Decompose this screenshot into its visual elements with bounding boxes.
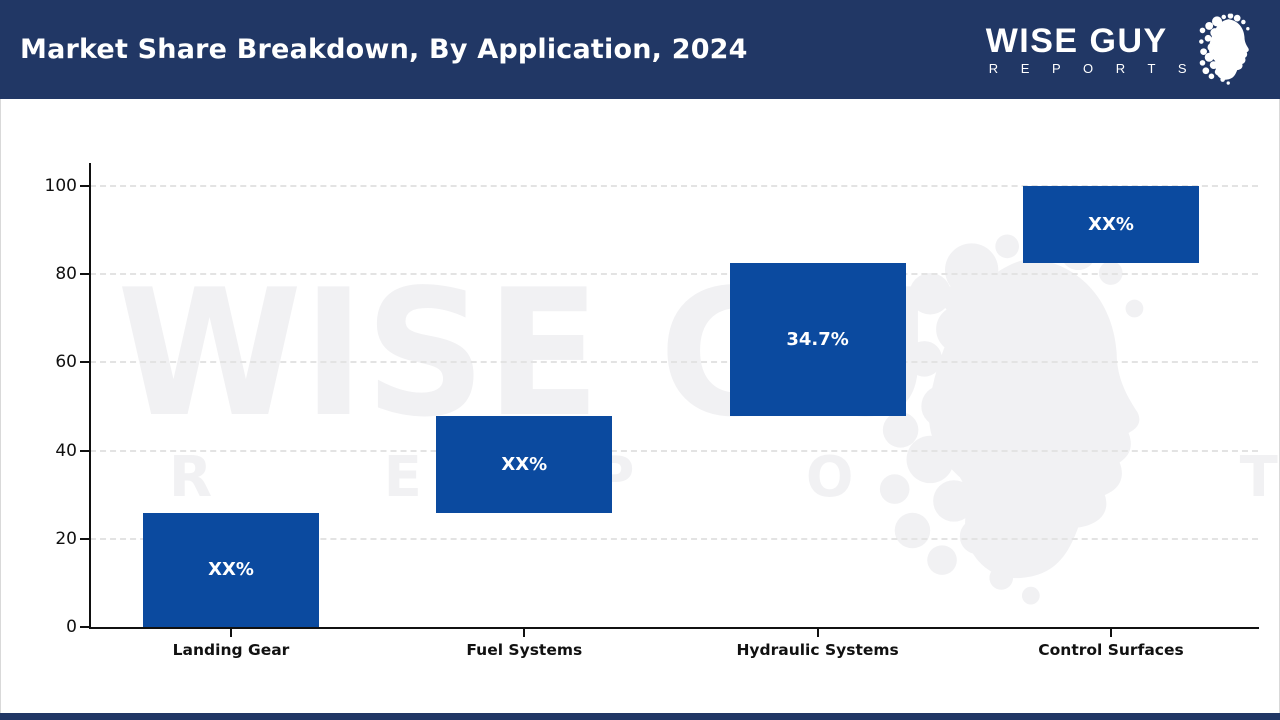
y-tick-label-40: 40 <box>55 440 77 461</box>
logo-text: WISE GUY R E P O R T S <box>986 24 1196 76</box>
chart-area: WISE GUY R E P O R T S 020406080100XX%La… <box>0 99 1280 713</box>
x-axis-spine <box>89 627 1259 629</box>
y-tick-60 <box>80 361 89 364</box>
footer-bar <box>0 713 1280 720</box>
y-tick-label-60: 60 <box>55 352 77 373</box>
y-tick-label-80: 80 <box>55 264 77 285</box>
x-tick-0 <box>230 629 232 637</box>
y-tick-20 <box>80 537 89 540</box>
gridline-20 <box>90 537 1258 540</box>
x-tick-2 <box>816 629 819 637</box>
watermark-head-icon <box>871 227 1167 615</box>
x-tick-label-2: Hydraulic Systems <box>736 641 899 659</box>
y-tick-80 <box>80 273 89 276</box>
bar-value-label: XX% <box>501 453 548 475</box>
wise-guy-logo: WISE GUY R E P O R T S <box>986 13 1254 87</box>
bar-fuel-systems: XX% <box>436 416 613 513</box>
x-tick-label-1: Fuel Systems <box>466 641 583 659</box>
y-tick-label-20: 20 <box>55 528 77 549</box>
x-tick-label-3: Control Surfaces <box>1038 641 1184 659</box>
gridline-60 <box>90 361 1258 364</box>
bar-landing-gear: XX% <box>143 512 319 627</box>
bar-control-surfaces: XX% <box>1023 186 1199 264</box>
bar-value-label: XX% <box>208 559 254 581</box>
gridline-100 <box>90 185 1258 187</box>
header-bar: Market Share Breakdown, By Application, … <box>0 0 1280 99</box>
y-axis-spine <box>89 163 91 629</box>
bar-value-label: XX% <box>1088 214 1134 236</box>
dotted-head-logo-icon <box>1198 13 1254 87</box>
page-title: Market Share Breakdown, By Application, … <box>20 34 748 65</box>
logo-subtitle: R E P O R T S <box>988 60 1196 76</box>
bar-hydraulic-systems: 34.7% <box>729 263 906 417</box>
logo-wordmark: WISE GUY <box>985 21 1168 60</box>
gridline-80 <box>90 273 1258 276</box>
x-tick-label-0: Landing Gear <box>172 641 290 659</box>
y-tick-100 <box>80 185 89 187</box>
bar-value-label: 34.7% <box>786 329 849 351</box>
x-tick-3 <box>1110 629 1112 637</box>
gridline-40 <box>90 449 1258 452</box>
y-tick-40 <box>80 449 89 452</box>
x-tick-1 <box>523 629 526 637</box>
y-tick-label-100: 100 <box>44 176 77 196</box>
y-tick-0 <box>80 626 89 628</box>
y-tick-label-0: 0 <box>66 617 77 637</box>
